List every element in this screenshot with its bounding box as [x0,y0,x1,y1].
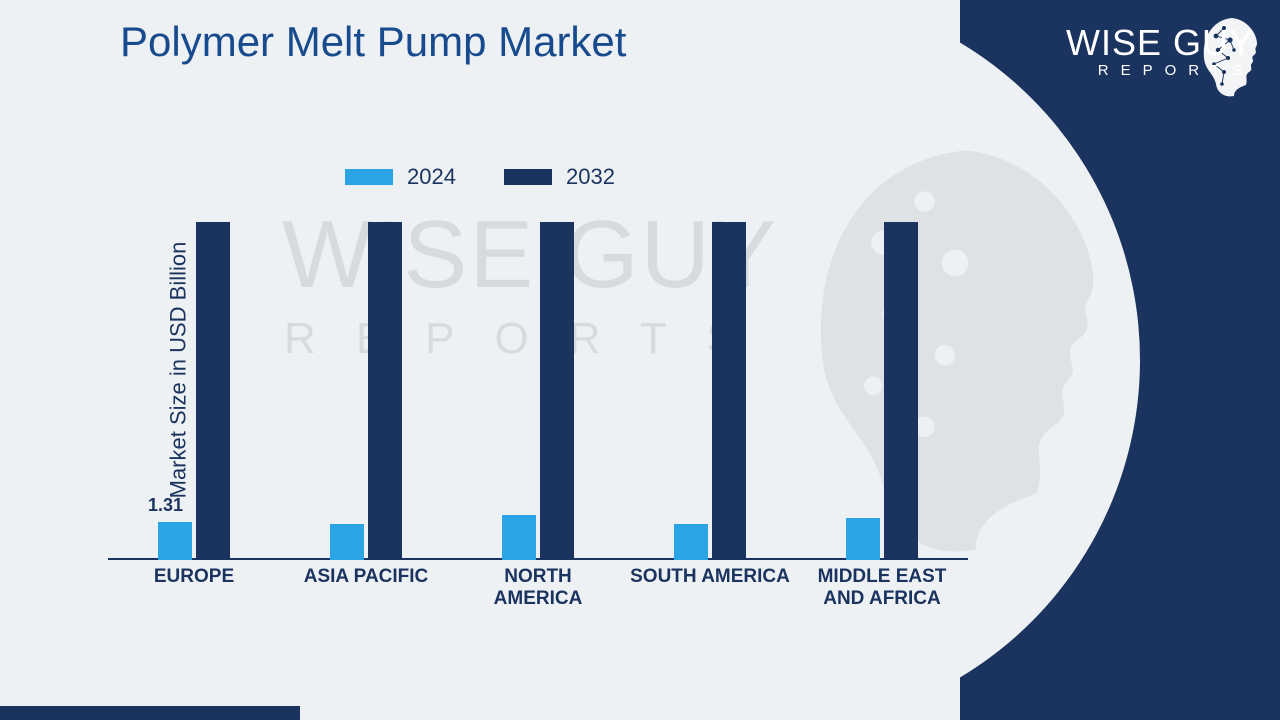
category-label: MIDDLE EAST AND AFRICA [802,566,962,611]
bar-group: NORTH AMERICA [463,222,613,560]
bar-group: SOUTH AMERICA [635,222,785,560]
bar-2032 [368,222,402,560]
brand-line-2: REPORTS [1066,62,1254,79]
chart-title: Polymer Melt Pump Market [120,18,626,66]
category-label: ASIA PACIFIC [286,566,446,588]
legend-label-2024: 2024 [407,164,456,190]
bar-group: MIDDLE EAST AND AFRICA [807,222,957,560]
legend-label-2032: 2032 [566,164,615,190]
bar-group: 1.31EUROPE [119,222,269,560]
bar-2032 [884,222,918,560]
category-label: EUROPE [114,566,274,588]
legend-item-2024: 2024 [345,164,456,190]
legend: 2024 2032 [0,164,960,190]
bottom-accent-bar [0,706,300,720]
bar-2024 [502,515,536,560]
legend-swatch-2032 [504,169,552,185]
bar-2032 [540,222,574,560]
legend-swatch-2024 [345,169,393,185]
bar-2024 [158,522,192,560]
y-axis-label: Market Size in USD Billion [165,242,191,499]
legend-item-2032: 2032 [504,164,615,190]
plot-area: 1.31EUROPEASIA PACIFICNORTH AMERICASOUTH… [108,210,968,560]
category-label: NORTH AMERICA [458,566,618,611]
bar-2024 [330,524,364,560]
brand-logo: WISE GUY REPORTS [1066,22,1254,79]
category-label: SOUTH AMERICA [630,566,790,588]
chart-stage: WISE GUY REPORTS WISE GUY REPORTS [0,0,1280,720]
bar-2032 [196,222,230,560]
bar-2024 [674,524,708,560]
bar-2024 [846,518,880,560]
bar-group: ASIA PACIFIC [291,222,441,560]
bar-2032 [712,222,746,560]
brand-line-1: WISE GUY [1066,22,1254,64]
